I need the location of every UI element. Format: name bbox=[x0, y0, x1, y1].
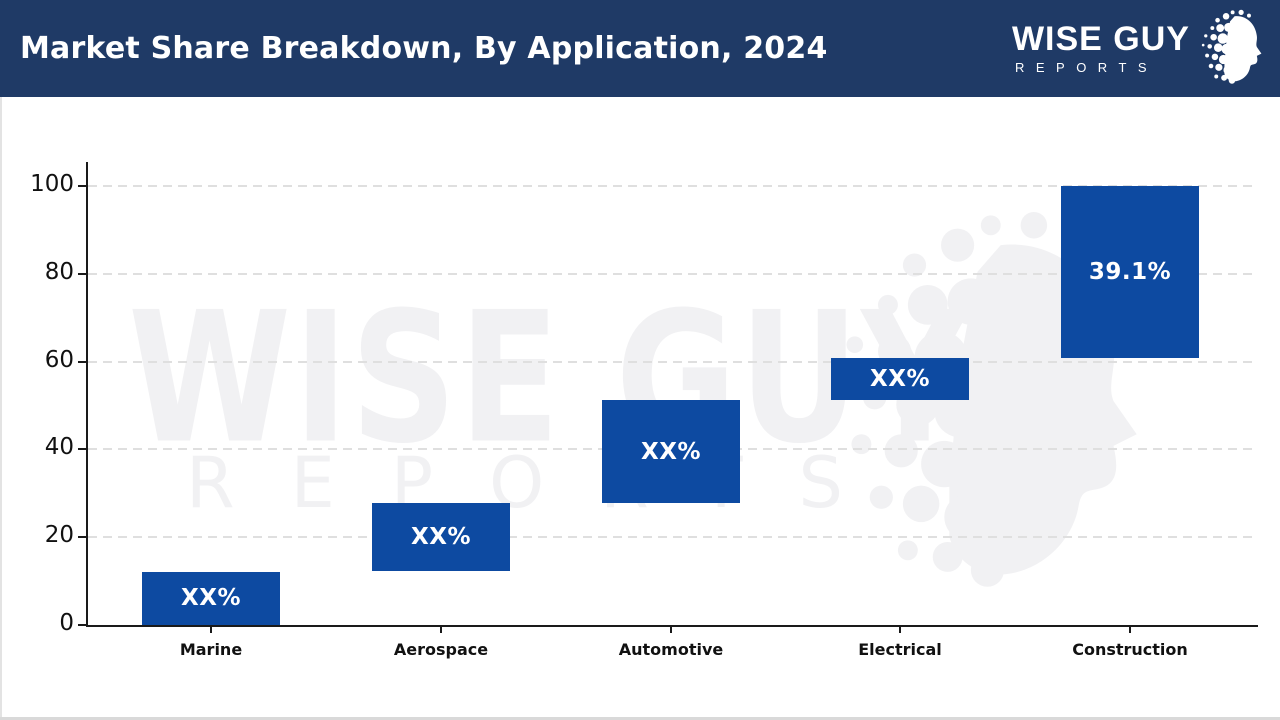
x-tick-mark-automotive bbox=[670, 627, 672, 633]
watermark-wordmark: WISE GUY bbox=[128, 273, 971, 484]
category-label-construction: Construction bbox=[1072, 640, 1188, 659]
bar-electrical: XX% bbox=[831, 357, 969, 401]
bottom-divider bbox=[0, 717, 1280, 720]
x-tick-mark-marine bbox=[210, 627, 212, 633]
x-tick-mark-construction bbox=[1129, 627, 1131, 633]
category-label-electrical: Electrical bbox=[858, 640, 942, 659]
y-tick-label-40: 40 bbox=[44, 434, 74, 461]
bar-value-label-automotive: XX% bbox=[640, 438, 701, 465]
y-tick-label-0: 0 bbox=[59, 610, 74, 636]
category-label-automotive: Automotive bbox=[618, 640, 724, 659]
gridline-100 bbox=[88, 185, 1258, 187]
x-tick-mark-electrical bbox=[899, 627, 901, 633]
bar-automotive: XX% bbox=[602, 400, 740, 503]
gridline-80 bbox=[88, 272, 1258, 275]
y-tick-label-20: 20 bbox=[44, 522, 74, 549]
y-tick-mark-0 bbox=[78, 624, 86, 626]
y-tick-mark-100 bbox=[78, 185, 86, 187]
y-axis-line bbox=[86, 162, 88, 627]
y-tick-mark-60 bbox=[78, 360, 86, 363]
y-tick-mark-80 bbox=[78, 272, 86, 275]
left-edge-line bbox=[0, 97, 2, 720]
bar-value-label-construction: 39.1% bbox=[1088, 258, 1172, 285]
y-tick-label-60: 60 bbox=[44, 346, 74, 373]
bar-value-label-electrical: XX% bbox=[869, 365, 930, 392]
dotted-head-icon bbox=[1201, 9, 1262, 84]
category-label-marine: Marine bbox=[179, 640, 243, 659]
y-tick-mark-40 bbox=[78, 448, 86, 451]
x-tick-mark-aerospace bbox=[440, 627, 442, 633]
bar-construction: 39.1% bbox=[1061, 186, 1199, 358]
x-axis-line bbox=[86, 625, 1258, 627]
logo-wordmark: WISE GUY bbox=[1011, 20, 1190, 58]
page-title: Market Share Breakdown, By Application, … bbox=[20, 31, 828, 66]
header-bar: Market Share Breakdown, By Application, … bbox=[0, 0, 1280, 97]
bar-value-label-marine: XX% bbox=[180, 585, 241, 612]
bar-aerospace: XX% bbox=[372, 502, 510, 571]
y-tick-label-100: 100 bbox=[30, 171, 74, 197]
wiseguy-logo: WISE GUY REPORTS bbox=[1012, 9, 1280, 89]
bar-value-label-aerospace: XX% bbox=[410, 523, 471, 550]
y-tick-label-80: 80 bbox=[44, 258, 74, 285]
category-label-aerospace: Aerospace bbox=[393, 640, 489, 659]
logo-text: WISE GUY REPORTS bbox=[1012, 22, 1190, 75]
gridline-20 bbox=[88, 536, 1258, 539]
gridline-60 bbox=[88, 360, 1258, 363]
logo-subtitle: REPORTS bbox=[1014, 60, 1159, 75]
y-tick-mark-20 bbox=[78, 536, 86, 539]
bar-marine: XX% bbox=[142, 571, 280, 625]
